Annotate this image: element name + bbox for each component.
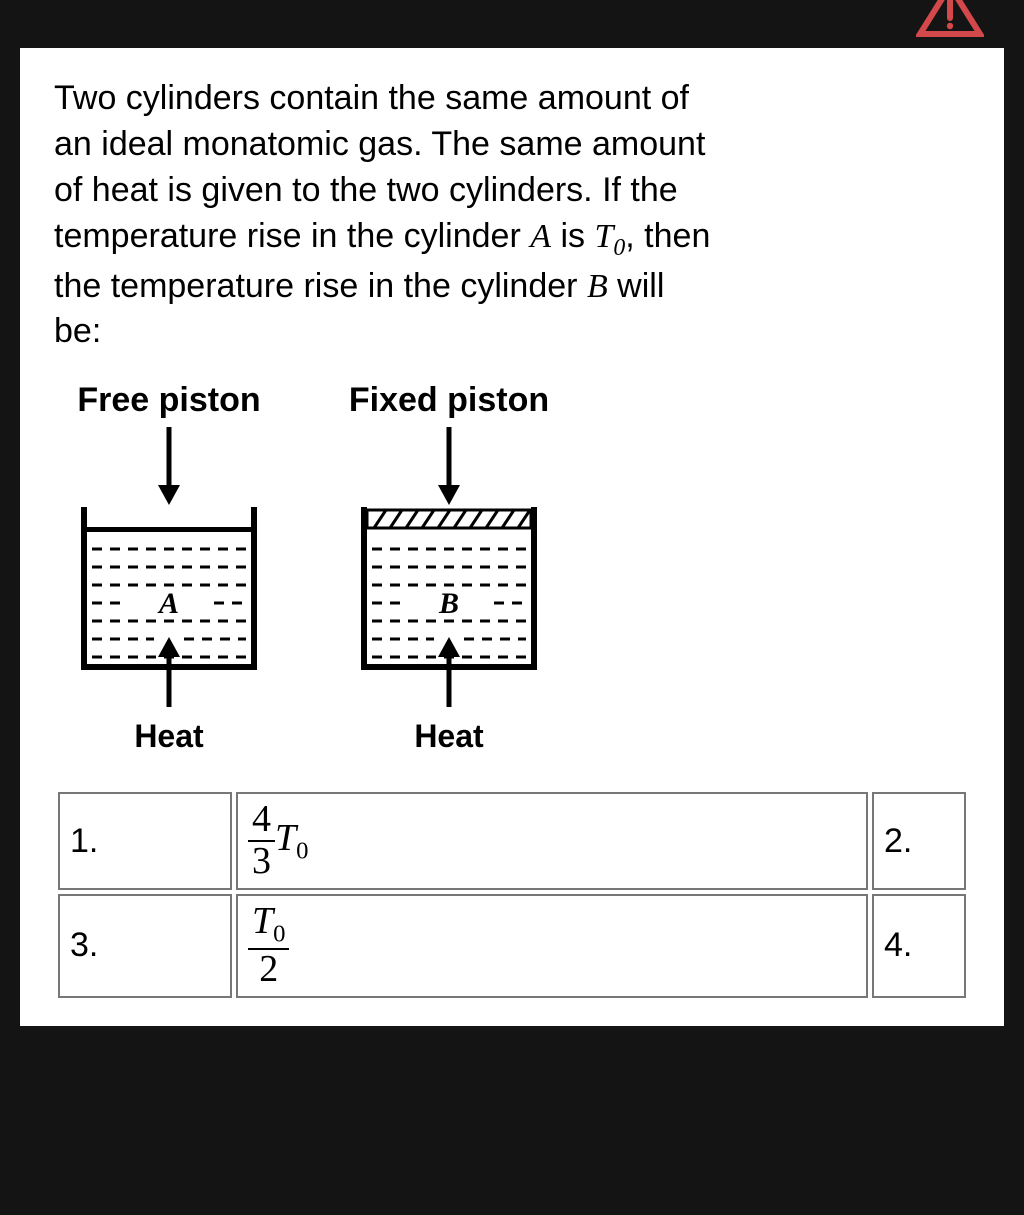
heat-label-B: Heat xyxy=(414,718,484,754)
q-text: is xyxy=(551,217,594,255)
cylinder-B-label: B xyxy=(438,587,459,620)
option-1-number[interactable]: 1. xyxy=(58,792,232,890)
question-line: an ideal monatomic gas. The same amount xyxy=(54,125,705,163)
question-line: temperature rise in the cylinder xyxy=(54,217,530,255)
diagram: Free piston Fixed piston xyxy=(54,377,970,762)
down-arrow-left xyxy=(158,427,180,505)
option-3-value[interactable]: T0 2 xyxy=(236,894,868,997)
fraction-4-3: 4 3 xyxy=(248,800,275,882)
q-text: will xyxy=(608,267,665,305)
var-T0: T0 xyxy=(275,817,308,859)
var-A: A xyxy=(530,218,551,255)
table-row: 3. T0 2 4. xyxy=(58,894,966,997)
cylinder-B: B Heat xyxy=(361,507,537,754)
var-T0: T0 xyxy=(594,218,625,255)
answer-table: 1. 4 3 T0 2. 3. T0 2 4. xyxy=(54,788,970,1001)
cylinder-A: A Heat xyxy=(81,507,257,754)
question-line: of heat is given to the two cylinders. I… xyxy=(54,171,678,209)
q-text: , then xyxy=(625,217,710,255)
question-text: Two cylinders contain the same amount of… xyxy=(54,76,970,355)
question-line: the temperature rise in the cylinder xyxy=(54,267,587,305)
option-4-number[interactable]: 4. xyxy=(872,894,966,997)
var-B: B xyxy=(587,268,608,305)
top-bar xyxy=(0,0,1024,48)
left-title: Free piston xyxy=(77,381,260,419)
warning-icon xyxy=(916,0,984,38)
option-2-number[interactable]: 2. xyxy=(872,792,966,890)
option-3-number[interactable]: 3. xyxy=(58,894,232,997)
question-card: Two cylinders contain the same amount of… xyxy=(20,48,1004,1026)
option-1-value[interactable]: 4 3 T0 xyxy=(236,792,868,890)
cylinders-diagram: Free piston Fixed piston xyxy=(54,377,614,757)
question-line: be: xyxy=(54,312,101,350)
question-line: Two cylinders contain the same amount of xyxy=(54,79,689,117)
heat-label-A: Heat xyxy=(134,718,204,754)
cylinder-A-label: A xyxy=(157,587,179,620)
fraction-T0-2: T0 2 xyxy=(248,902,289,989)
right-title: Fixed piston xyxy=(349,381,549,419)
table-row: 1. 4 3 T0 2. xyxy=(58,792,966,890)
down-arrow-right xyxy=(438,427,460,505)
